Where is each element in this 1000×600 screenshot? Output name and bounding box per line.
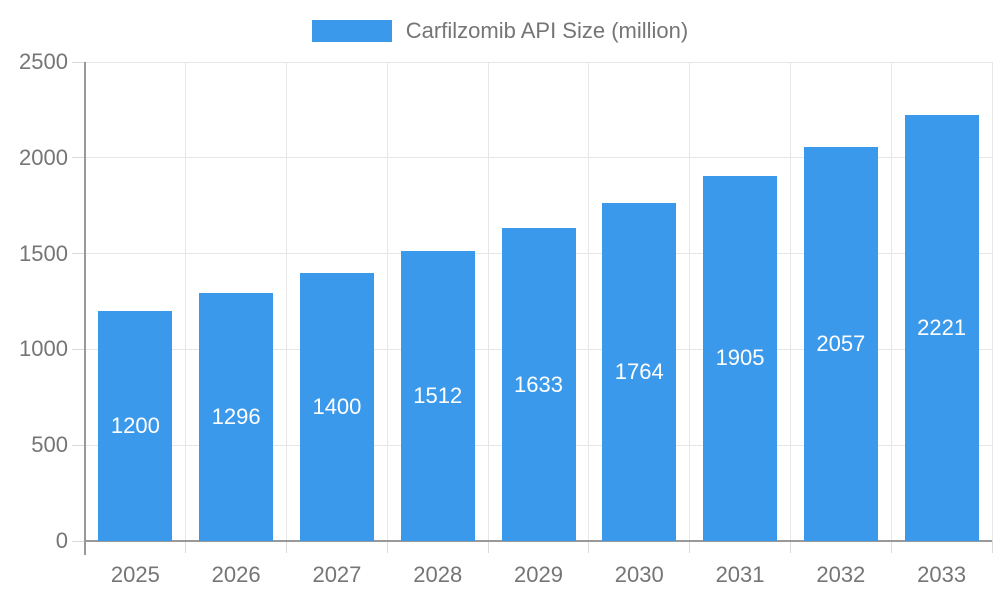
y-tick-label: 1500 [19, 240, 68, 266]
x-tick-label: 2029 [514, 562, 563, 587]
gridline-vertical [185, 62, 187, 541]
bar[interactable]: 1764 [602, 203, 677, 541]
y-axis-tick [72, 157, 85, 159]
bar[interactable]: 1512 [400, 251, 475, 541]
y-axis-tick [72, 61, 85, 63]
x-tick-label: 2025 [110, 562, 160, 587]
gridline-vertical [789, 62, 791, 541]
legend: Carfilzomib API Size (million) [0, 16, 1000, 46]
bar[interactable]: 1296 [199, 292, 274, 541]
gridline-vertical [286, 62, 288, 541]
gridline-vertical [890, 62, 892, 541]
gridline-vertical [487, 62, 489, 541]
y-tick-label: 1000 [19, 336, 68, 362]
bar-value-label: 1512 [413, 383, 463, 409]
y-tick-label: 500 [31, 432, 68, 458]
bar-value-label: 1400 [312, 393, 362, 419]
x-tick-label: 2032 [816, 562, 866, 587]
gridline-vertical [588, 62, 590, 541]
bar-value-label: 1633 [514, 371, 563, 397]
y-axis-line [84, 62, 86, 555]
y-axis-tick [72, 348, 85, 350]
bar[interactable]: 1400 [299, 272, 374, 541]
bar-value-label: 2221 [917, 315, 967, 341]
bar[interactable]: 1200 [98, 311, 173, 541]
x-tick-label: 2031 [715, 562, 765, 587]
legend-label: Carfilzomib API Size (million) [405, 18, 689, 43]
gridline-horizontal [85, 61, 992, 63]
x-axis-tick [286, 541, 288, 553]
gridline-vertical [991, 62, 993, 541]
bar-value-label: 1764 [614, 359, 664, 384]
gridline-vertical [386, 62, 388, 541]
y-tick-label: 0 [55, 528, 68, 553]
x-axis-tick [487, 541, 489, 553]
bar-value-label: 1200 [110, 413, 160, 439]
bar[interactable]: 1905 [703, 176, 778, 541]
bar[interactable]: 2057 [803, 146, 878, 541]
x-axis-tick [890, 541, 892, 553]
y-axis-tick [72, 540, 85, 542]
bar-value-label: 1905 [715, 345, 765, 371]
x-axis-tick [689, 541, 691, 553]
gridline-vertical [689, 62, 691, 541]
bar[interactable]: 2221 [904, 115, 979, 541]
bar-value-label: 2057 [816, 330, 866, 356]
x-axis-tick [789, 541, 791, 553]
x-axis-tick [991, 541, 993, 553]
y-axis-tick [72, 444, 85, 446]
y-tick-label: 2500 [19, 49, 68, 74]
legend-swatch [311, 20, 392, 42]
bar[interactable]: 1633 [501, 228, 576, 541]
y-axis-tick [72, 253, 85, 255]
x-axis-tick [185, 541, 187, 553]
x-tick-label: 2033 [917, 562, 967, 587]
y-tick-label: 2000 [19, 144, 68, 170]
x-axis-tick [386, 541, 388, 553]
x-axis-line [85, 540, 992, 542]
x-tick-label: 2027 [312, 562, 362, 587]
x-axis-tick [588, 541, 590, 553]
x-tick-label: 2026 [211, 562, 261, 587]
gridline-horizontal [85, 157, 992, 159]
x-tick-label: 2028 [413, 562, 463, 587]
x-tick-label: 2030 [614, 562, 664, 587]
bar-value-label: 1296 [211, 403, 261, 429]
